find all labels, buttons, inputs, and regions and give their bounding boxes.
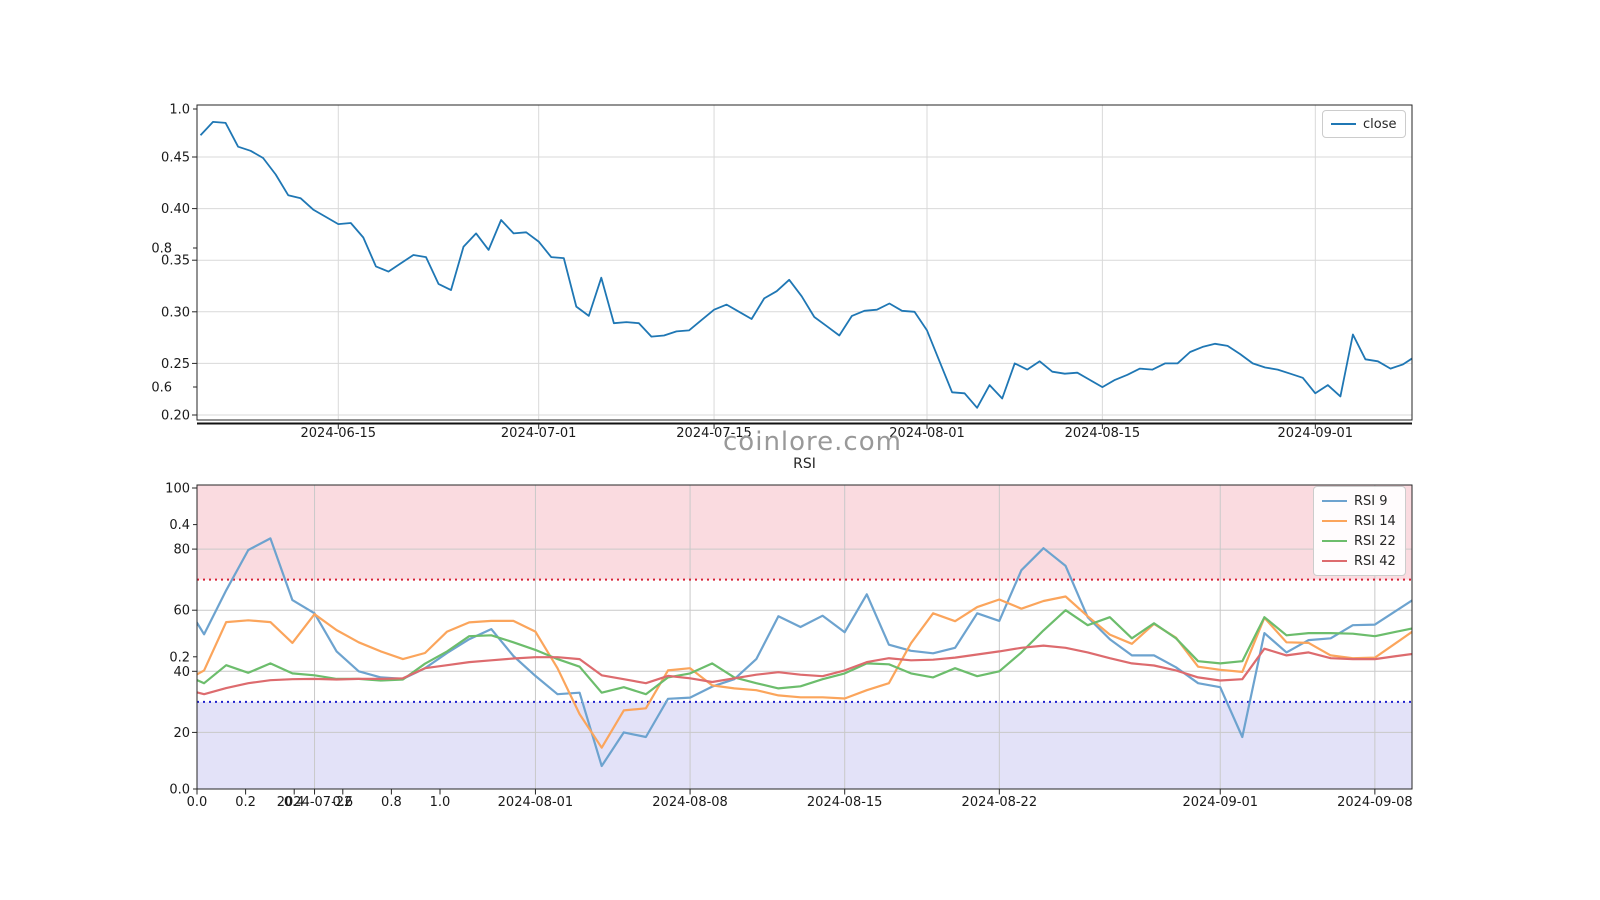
rsi-x-tick-label: 2024-08-22 xyxy=(962,795,1038,810)
rsi-frame xyxy=(196,484,1413,790)
rsi-y-tick-label: 80 xyxy=(173,543,190,558)
rsi-y-tick-label: 20 xyxy=(173,726,190,741)
rsi-chart-title: RSI xyxy=(793,456,816,472)
rsi-x2-tick-label: 1.0 xyxy=(430,795,451,810)
legend-item-close: close xyxy=(1331,114,1396,134)
price-y2-tick-label: 0.6 xyxy=(151,381,172,396)
rsi-x-tick-label: 2024-09-08 xyxy=(1337,795,1413,810)
rsi-x-tick-label: 2024-08-08 xyxy=(652,795,728,810)
watermark: coinlore.com xyxy=(723,427,902,457)
legend-label-close: close xyxy=(1363,116,1397,132)
price-x-tick-label: 2024-08-15 xyxy=(1065,426,1141,441)
rsi-line-rsi22 xyxy=(197,609,1412,696)
rsi22-line-swatch xyxy=(1322,540,1347,542)
legend-label-rsi22: RSI 22 xyxy=(1354,533,1396,549)
rsi9-line-swatch xyxy=(1322,500,1347,502)
rsi-chart: 2024-07-22 2024-08-01 2024-08-08 2024-08-15… xyxy=(165,482,1413,811)
price-line-group xyxy=(199,121,1412,409)
price-y-tick-label: 0.40 xyxy=(161,202,190,217)
price-y-tick-label: 0.30 xyxy=(161,305,190,320)
legend-price: close xyxy=(1322,110,1406,138)
overbought-band xyxy=(197,485,1412,580)
price-y-tick-label: 0.20 xyxy=(161,409,190,424)
price-x-tick-label: 2024-09-01 xyxy=(1278,426,1354,441)
rsi42-line-swatch xyxy=(1322,560,1347,562)
legend-item-rsi42: RSI 42 xyxy=(1322,551,1397,571)
rsi-lines-group xyxy=(197,537,1412,768)
legend-label-rsi9: RSI 9 xyxy=(1354,493,1388,509)
rsi-x2-tick-label: 0.8 xyxy=(381,795,402,810)
price-y-tick-label: 0.35 xyxy=(161,254,190,269)
price-y2-tick-label: 0.8 xyxy=(151,242,172,257)
rsi-x2-tick-label: 0.4 xyxy=(284,795,305,810)
legend-label-rsi14: RSI 14 xyxy=(1354,513,1396,529)
price-y-tick-label: 0.25 xyxy=(161,357,190,372)
rsi-line-rsi42 xyxy=(197,644,1412,696)
close-line-swatch xyxy=(1331,123,1356,125)
rsi-y2-tick-label: 0.2 xyxy=(169,650,190,665)
legend-item-rsi14: RSI 14 xyxy=(1322,511,1397,531)
price-frame xyxy=(196,104,1413,421)
rsi-x-tick-label: 2024-08-15 xyxy=(807,795,883,810)
rsi-y-tick-label: 40 xyxy=(173,665,190,680)
rsi-y2-tick-label: 0.4 xyxy=(169,518,190,533)
rsi-y-tick-label: 100 xyxy=(165,482,190,497)
rsi-x-tick-label: 2024-09-01 xyxy=(1182,795,1258,810)
price-x-tick-label: 2024-06-15 xyxy=(301,426,377,441)
rsi-x-tick-label: 2024-07-22 xyxy=(277,795,353,810)
price-x-tick-label: 2024-07-01 xyxy=(501,426,577,441)
rsi-line-rsi14 xyxy=(197,595,1412,749)
rsi-y2-tick-label: 0.0 xyxy=(169,783,190,798)
rsi-x2-tick-label: 0.2 xyxy=(235,795,256,810)
price-chart: 2024-06-15 2024-07-01 2024-07-15 2024-08-01… xyxy=(151,103,1413,441)
price-y2-tick-label: 1.0 xyxy=(169,103,190,118)
oversold-band xyxy=(197,701,1412,789)
legend-rsi: RSI 9 RSI 14 RSI 22 RSI 42 xyxy=(1313,486,1406,576)
price-x-tick-label: 2024-08-01 xyxy=(889,426,965,441)
legend-label-rsi42: RSI 42 xyxy=(1354,553,1396,569)
rsi-y-tick-label: 60 xyxy=(173,604,190,619)
close-line xyxy=(199,121,1412,409)
price-x-tick-label: 2024-07-15 xyxy=(676,426,752,441)
rsi14-line-swatch xyxy=(1322,520,1347,522)
legend-item-rsi22: RSI 22 xyxy=(1322,531,1397,551)
legend-item-rsi9: RSI 9 xyxy=(1322,491,1397,511)
rsi-x-tick-label: 2024-08-01 xyxy=(498,795,574,810)
rsi-x2-tick-label: 0.6 xyxy=(332,795,353,810)
rsi-x2-tick-label: 0.0 xyxy=(187,795,208,810)
price-y-tick-label: 0.45 xyxy=(161,151,190,166)
